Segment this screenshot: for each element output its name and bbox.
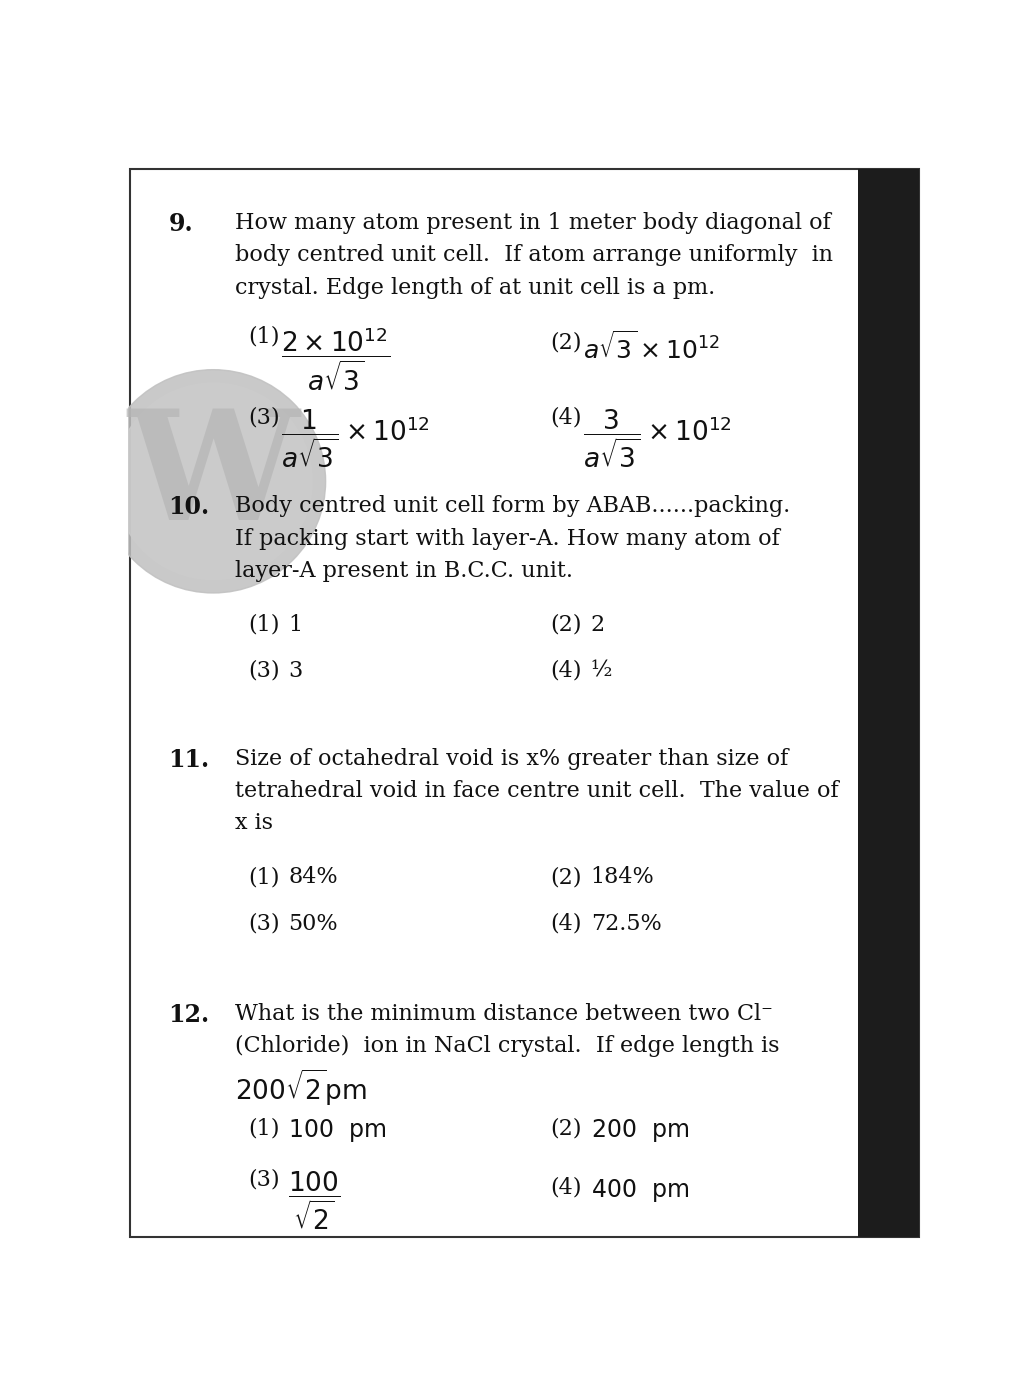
Text: (1): (1): [248, 1117, 280, 1139]
Text: (4): (4): [550, 1177, 582, 1198]
Text: crystal. Edge length of at unit cell is a pm.: crystal. Edge length of at unit cell is …: [234, 276, 715, 298]
Text: How many atom present in 1 meter body diagonal of: How many atom present in 1 meter body di…: [234, 212, 830, 234]
Text: 50%: 50%: [289, 912, 338, 935]
Text: 184%: 184%: [591, 866, 654, 889]
Text: (2): (2): [550, 614, 582, 635]
Text: $200\sqrt{2}$pm: $200\sqrt{2}$pm: [234, 1067, 367, 1107]
Text: 12.: 12.: [168, 1003, 210, 1027]
Text: $\dfrac{3}{a\sqrt{3}}\times10^{12}$: $\dfrac{3}{a\sqrt{3}}\times10^{12}$: [583, 407, 732, 469]
Text: (4): (4): [550, 660, 582, 683]
Text: (4): (4): [550, 407, 582, 429]
Text: 2: 2: [591, 614, 605, 635]
Text: 10.: 10.: [168, 495, 210, 520]
Text: Body centred unit cell form by ABAB......packing.: Body centred unit cell form by ABAB.....…: [234, 495, 791, 517]
Text: (Chloride)  ion in NaCl crystal.  If edge length is: (Chloride) ion in NaCl crystal. If edge …: [234, 1035, 779, 1057]
Text: If packing start with layer-A. How many atom of: If packing start with layer-A. How many …: [234, 528, 779, 549]
Text: (2): (2): [550, 332, 582, 354]
Text: (3): (3): [248, 660, 280, 683]
Text: tetrahedral void in face centre unit cell.  The value of: tetrahedral void in face centre unit cel…: [234, 780, 839, 802]
Text: (3): (3): [248, 407, 280, 429]
Text: (2): (2): [550, 866, 582, 889]
Text: 11.: 11.: [168, 748, 210, 772]
Text: (1): (1): [248, 866, 280, 889]
Text: (3): (3): [248, 1169, 280, 1191]
Text: 72.5%: 72.5%: [591, 912, 662, 935]
Text: $\dfrac{1}{a\sqrt{3}}\times10^{12}$: $\dfrac{1}{a\sqrt{3}}\times10^{12}$: [281, 407, 430, 469]
Bar: [858, 170, 920, 1237]
Text: ½: ½: [591, 660, 612, 683]
Text: x is: x is: [234, 812, 273, 834]
Text: 1: 1: [289, 614, 302, 635]
Text: Size of octahedral void is x% greater than size of: Size of octahedral void is x% greater th…: [234, 748, 788, 770]
Text: (2): (2): [550, 1117, 582, 1139]
Text: (3): (3): [248, 912, 280, 935]
Text: layer-A present in B.C.C. unit.: layer-A present in B.C.C. unit.: [234, 560, 573, 582]
Text: 9.: 9.: [168, 212, 193, 235]
Text: $200$  pm: $200$ pm: [591, 1117, 689, 1144]
Circle shape: [115, 383, 312, 579]
Text: (1): (1): [248, 326, 280, 348]
Text: W: W: [127, 403, 299, 552]
Text: (4): (4): [550, 912, 582, 935]
Text: body centred unit cell.  If atom arrange uniformly  in: body centred unit cell. If atom arrange …: [234, 244, 833, 266]
Text: (1): (1): [248, 614, 280, 635]
Text: 3: 3: [289, 660, 303, 683]
Text: What is the minimum distance between two Cl⁻: What is the minimum distance between two…: [234, 1003, 773, 1025]
Text: $400$  pm: $400$ pm: [591, 1177, 689, 1204]
Text: $100$  pm: $100$ pm: [289, 1117, 386, 1144]
Circle shape: [101, 369, 326, 593]
Text: $\dfrac{2\times10^{12}}{a\sqrt{3}}$: $\dfrac{2\times10^{12}}{a\sqrt{3}}$: [281, 326, 390, 393]
Text: $a\sqrt{3}\times10^{12}$: $a\sqrt{3}\times10^{12}$: [583, 332, 720, 364]
Text: $\dfrac{100}{\sqrt{2}}$: $\dfrac{100}{\sqrt{2}}$: [289, 1169, 341, 1231]
Text: 84%: 84%: [289, 866, 338, 889]
